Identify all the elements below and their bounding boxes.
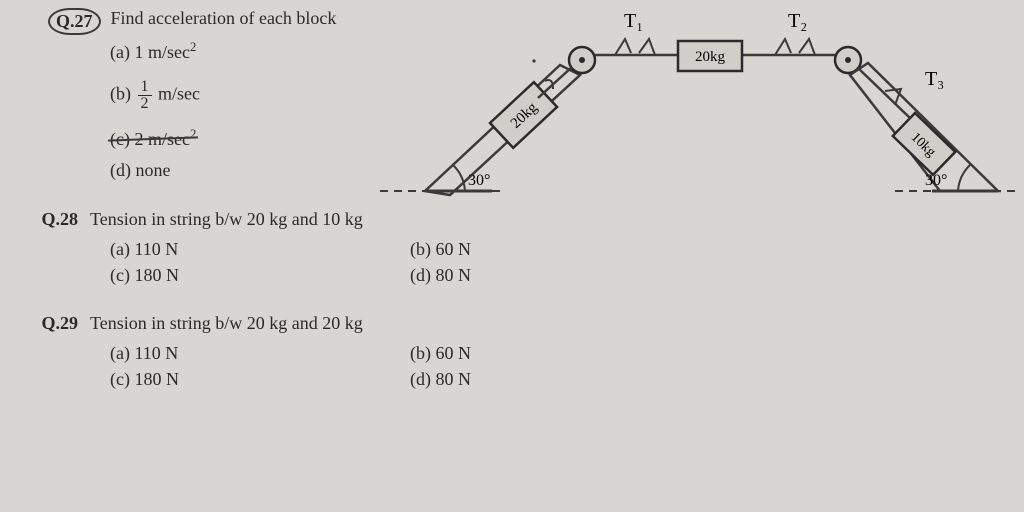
q29-opt-d: (d) 80 N <box>410 369 710 390</box>
q28-opt-c: (c) 180 N <box>110 265 410 286</box>
q29-text: Tension in string b/w 20 kg and 20 kg <box>90 313 994 334</box>
q28-opt-b: (b) 60 N <box>410 239 710 260</box>
q28-opt-a: (a) 110 N <box>110 239 410 260</box>
physics-diagram: 30° 20kg 20kg T₁ T₂ <box>380 5 1020 205</box>
angle-left: 30° <box>468 172 490 189</box>
angle-right: 30° <box>925 172 947 189</box>
q27-label: Q.27 <box>48 8 101 35</box>
q29-opt-a: (a) 110 N <box>110 343 410 364</box>
mass-top: 20kg <box>695 49 726 65</box>
q29-opt-b: (b) 60 N <box>410 343 710 364</box>
label-t2: T₂ <box>788 10 807 32</box>
label-t3: T₃ <box>925 68 944 90</box>
q29-opt-c: (c) 180 N <box>110 369 410 390</box>
q28-text: Tension in string b/w 20 kg and 10 kg <box>90 209 994 230</box>
q28-label: Q.28 <box>30 209 78 230</box>
q29-label: Q.29 <box>30 313 78 334</box>
label-t1: T₁ <box>624 10 643 32</box>
q28-opt-d: (d) 80 N <box>410 265 710 286</box>
